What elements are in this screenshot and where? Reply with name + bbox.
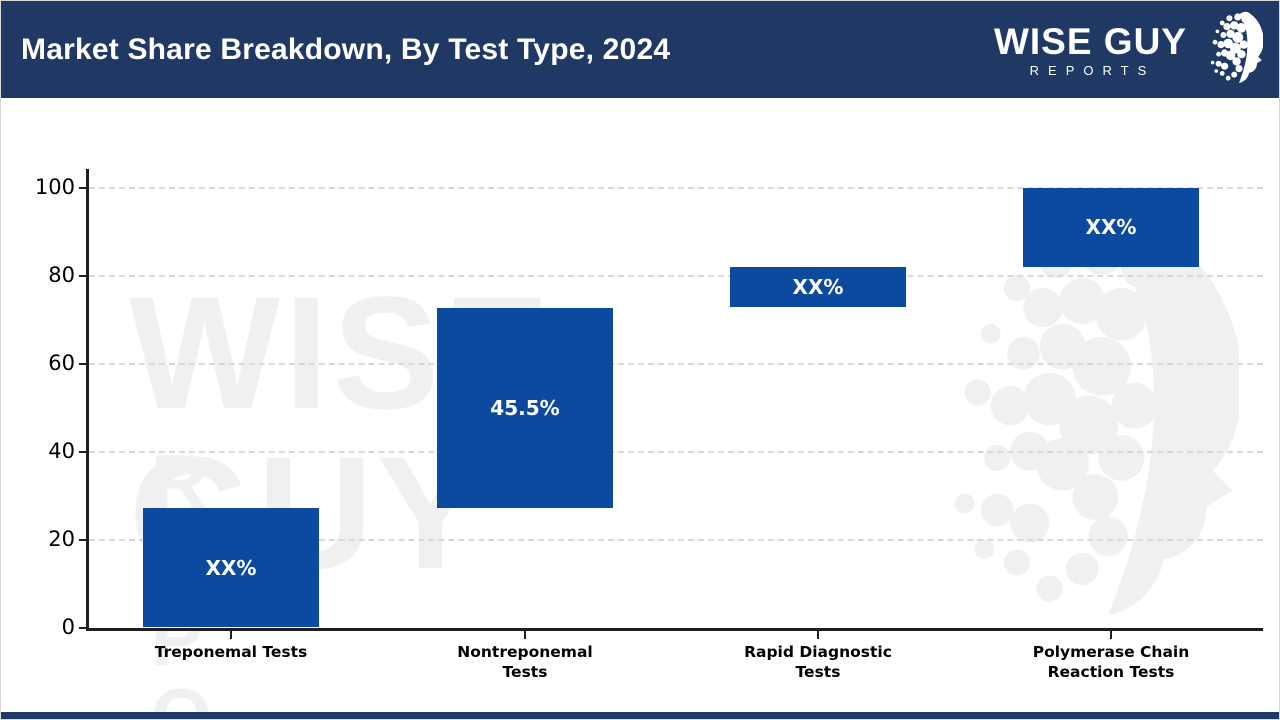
x-axis-tickmark <box>1110 629 1112 639</box>
brand-subname: REPORTS <box>1029 62 1156 78</box>
x-axis-line <box>86 627 1263 631</box>
bar-segment: XX% <box>1023 187 1199 268</box>
brand-logo: WISE GUY REPORTS <box>994 10 1263 90</box>
x-axis-category-label: Rapid Diagnostic Tests <box>744 642 892 682</box>
bar-value-label: 45.5% <box>490 395 560 420</box>
y-axis-tick-label: 80 <box>48 262 75 287</box>
brand-name: WISE GUY <box>993 20 1187 62</box>
gridline <box>89 450 1263 453</box>
x-axis-tickmark <box>230 629 232 639</box>
y-axis-tick-label: 0 <box>61 614 75 639</box>
gridline <box>89 362 1263 365</box>
bar-value-label: XX% <box>792 274 844 299</box>
x-axis-category-label: Nontreponemal Tests <box>457 642 593 682</box>
y-axis-tick-label: 20 <box>48 526 75 551</box>
watermark-head-dots-icon <box>954 226 1239 615</box>
bar-value-label: XX% <box>205 555 257 580</box>
y-axis-line <box>86 169 89 631</box>
dotted-head-icon <box>1210 11 1263 83</box>
header: Market Share Breakdown, By Test Type, 20… <box>1 1 1279 98</box>
footer-bar <box>1 712 1279 719</box>
x-axis-tickmark <box>817 629 819 639</box>
y-axis-tickmark <box>79 450 89 453</box>
y-axis-tickmark <box>79 274 89 277</box>
gridline <box>89 274 1263 277</box>
y-axis-tick-label: 60 <box>48 350 75 375</box>
gridline <box>89 538 1263 541</box>
y-axis-tick-label: 100 <box>34 174 75 199</box>
x-axis-category-label: Treponemal Tests <box>154 642 308 661</box>
x-axis-category-label: Polymerase Chain Reaction Tests <box>1032 642 1190 682</box>
y-axis-tick-label: 40 <box>48 438 75 463</box>
x-axis-tickmark <box>524 629 526 639</box>
bar-segment: 45.5% <box>437 307 613 508</box>
gridline <box>89 186 1263 189</box>
y-axis-tickmark <box>79 186 89 189</box>
bar-value-label: XX% <box>1085 215 1137 240</box>
page-title: Market Share Breakdown, By Test Type, 20… <box>21 32 671 66</box>
bar-segment: XX% <box>730 266 906 307</box>
y-axis-tickmark <box>79 362 89 365</box>
brand-logo-text: WISE GUY REPORTS <box>994 23 1187 77</box>
y-axis-tickmark <box>79 626 89 629</box>
bar-segment: XX% <box>143 507 319 628</box>
y-axis-tickmark <box>79 538 89 541</box>
